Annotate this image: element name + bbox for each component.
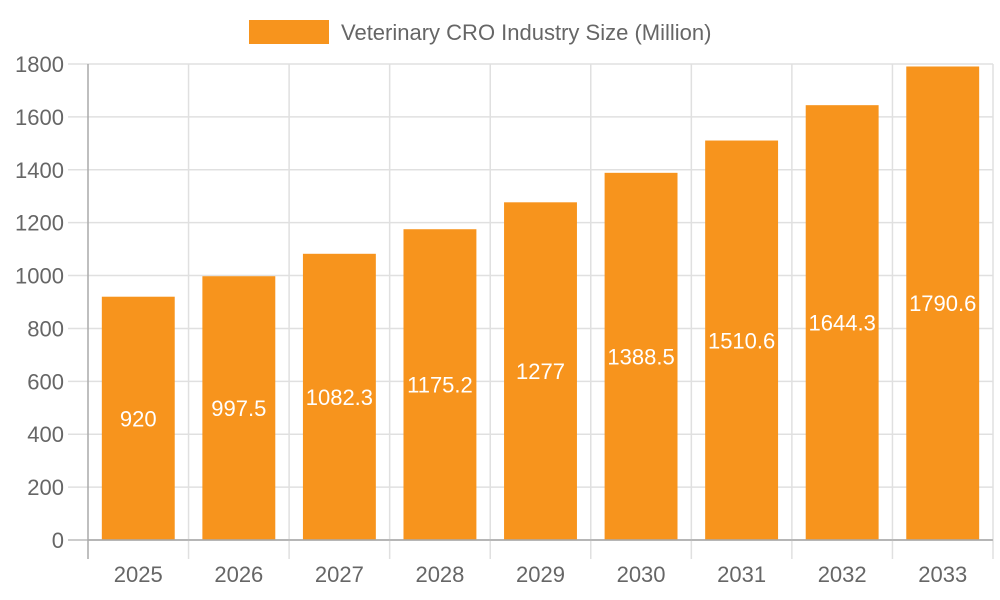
bar-data-label: 1790.6 [909, 291, 976, 316]
x-tick-label: 2027 [315, 562, 364, 587]
legend-swatch [249, 20, 329, 44]
y-tick-label: 1600 [15, 105, 64, 130]
bars: 920 997.5 1082.3 1175.2 1277 1388.5 1510.6 1644… [101, 66, 980, 541]
y-tick-label: 1200 [15, 211, 64, 236]
bar [604, 172, 678, 540]
legend[interactable]: Veterinary CRO Industry Size (Million) [249, 20, 711, 45]
x-tick-label: 2028 [415, 562, 464, 587]
bar-data-label: 997.5 [211, 396, 266, 421]
x-tick-label: 2025 [114, 562, 163, 587]
bar [504, 202, 577, 540]
y-tick-label: 200 [27, 475, 64, 500]
bar-data-label: 1277 [516, 359, 565, 384]
x-tick-label: 2032 [818, 562, 867, 587]
bar [202, 276, 276, 540]
x-tick-label: 2030 [617, 562, 666, 587]
bar [805, 105, 879, 540]
bar-data-label: 1510.6 [708, 328, 775, 353]
y-tick-label: 800 [27, 316, 64, 341]
y-tick-label: 0 [52, 528, 64, 553]
bar-data-label: 1644.3 [809, 311, 876, 336]
legend-label: Veterinary CRO Industry Size (Million) [341, 20, 711, 45]
y-tick-label: 600 [27, 369, 64, 394]
bar-data-label: 1082.3 [306, 385, 373, 410]
y-tick-label: 1800 [15, 52, 64, 77]
y-tick-label: 1000 [15, 264, 64, 289]
x-tick-label: 2029 [516, 562, 565, 587]
axes: 0 200 400 600 800 1000 1200 1400 1600 1800 2025 202… [15, 52, 993, 587]
bar-data-label: 1175.2 [407, 373, 473, 398]
bar-data-label: 1388.5 [607, 344, 674, 369]
x-tick-label: 2031 [717, 562, 766, 587]
y-tick-label: 400 [27, 422, 64, 447]
bar-data-label: 920 [120, 406, 157, 431]
bar [101, 296, 175, 540]
bar [302, 253, 376, 540]
x-tick-label: 2026 [214, 562, 263, 587]
bar [906, 66, 980, 540]
x-tick-label: 2033 [918, 562, 967, 587]
bar [403, 229, 477, 540]
bar [705, 140, 779, 541]
y-tick-label: 1400 [15, 158, 64, 183]
